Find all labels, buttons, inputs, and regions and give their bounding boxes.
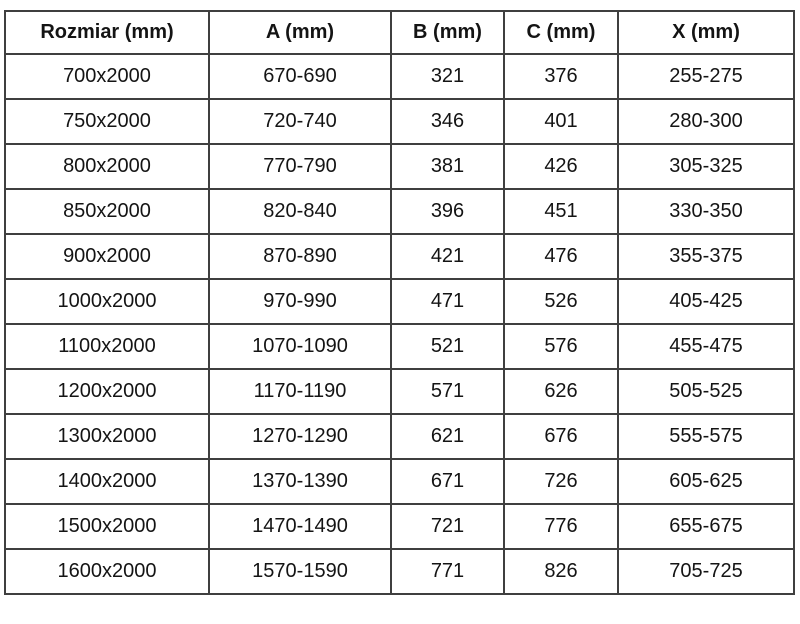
table-cell: 776 [503, 503, 619, 550]
table-cell: 820-840 [208, 188, 392, 235]
table-cell: 1270-1290 [208, 413, 392, 460]
table-cell: 381 [390, 143, 505, 190]
table-cell: 576 [503, 323, 619, 370]
table-row: 700x2000 670-690 321 376 255-275 [4, 53, 795, 100]
table-cell: 700x2000 [4, 53, 210, 100]
table-row: 1600x2000 1570-1590 771 826 705-725 [4, 548, 795, 595]
table-cell: 555-575 [617, 413, 795, 460]
table-row: 1000x2000 970-990 471 526 405-425 [4, 278, 795, 325]
table-row: 1100x2000 1070-1090 521 576 455-475 [4, 323, 795, 370]
table-cell: 771 [390, 548, 505, 595]
table-cell: 455-475 [617, 323, 795, 370]
table-row: 750x2000 720-740 346 401 280-300 [4, 98, 795, 145]
table-cell: 280-300 [617, 98, 795, 145]
table-cell: 505-525 [617, 368, 795, 415]
table-cell: 476 [503, 233, 619, 280]
column-header-a: A (mm) [208, 10, 392, 55]
table-cell: 521 [390, 323, 505, 370]
table-cell: 655-675 [617, 503, 795, 550]
table-cell: 1300x2000 [4, 413, 210, 460]
column-header-rozmiar: Rozmiar (mm) [4, 10, 210, 55]
column-header-c: C (mm) [503, 10, 619, 55]
table-cell: 1100x2000 [4, 323, 210, 370]
table-cell: 376 [503, 53, 619, 100]
table-cell: 720-740 [208, 98, 392, 145]
table-cell: 401 [503, 98, 619, 145]
column-header-b: B (mm) [390, 10, 505, 55]
table-cell: 721 [390, 503, 505, 550]
table-cell: 1170-1190 [208, 368, 392, 415]
table-cell: 870-890 [208, 233, 392, 280]
table-row: 850x2000 820-840 396 451 330-350 [4, 188, 795, 235]
table-cell: 770-790 [208, 143, 392, 190]
table-row: 1400x2000 1370-1390 671 726 605-625 [4, 458, 795, 505]
size-spec-table-container: Rozmiar (mm) A (mm) B (mm) C (mm) X (mm)… [4, 10, 795, 595]
table-cell: 750x2000 [4, 98, 210, 145]
table-cell: 405-425 [617, 278, 795, 325]
table-cell: 1200x2000 [4, 368, 210, 415]
table-cell: 451 [503, 188, 619, 235]
table-header-row: Rozmiar (mm) A (mm) B (mm) C (mm) X (mm) [4, 10, 795, 55]
table-row: 800x2000 770-790 381 426 305-325 [4, 143, 795, 190]
table-cell: 571 [390, 368, 505, 415]
table-row: 1500x2000 1470-1490 721 776 655-675 [4, 503, 795, 550]
table-cell: 396 [390, 188, 505, 235]
table-cell: 305-325 [617, 143, 795, 190]
table-cell: 355-375 [617, 233, 795, 280]
table-cell: 321 [390, 53, 505, 100]
table-cell: 970-990 [208, 278, 392, 325]
table-cell: 626 [503, 368, 619, 415]
table-cell: 826 [503, 548, 619, 595]
table-cell: 850x2000 [4, 188, 210, 235]
table-cell: 726 [503, 458, 619, 505]
table-row: 900x2000 870-890 421 476 355-375 [4, 233, 795, 280]
table-cell: 255-275 [617, 53, 795, 100]
table-cell: 1470-1490 [208, 503, 392, 550]
table-cell: 346 [390, 98, 505, 145]
table-cell: 800x2000 [4, 143, 210, 190]
table-cell: 1500x2000 [4, 503, 210, 550]
table-cell: 426 [503, 143, 619, 190]
table-cell: 1570-1590 [208, 548, 392, 595]
table-cell: 621 [390, 413, 505, 460]
size-spec-table: Rozmiar (mm) A (mm) B (mm) C (mm) X (mm)… [4, 10, 795, 595]
table-cell: 421 [390, 233, 505, 280]
table-cell: 900x2000 [4, 233, 210, 280]
table-cell: 526 [503, 278, 619, 325]
table-cell: 330-350 [617, 188, 795, 235]
table-cell: 605-625 [617, 458, 795, 505]
table-cell: 1600x2000 [4, 548, 210, 595]
table-cell: 705-725 [617, 548, 795, 595]
table-cell: 1400x2000 [4, 458, 210, 505]
table-row: 1300x2000 1270-1290 621 676 555-575 [4, 413, 795, 460]
table-body: 700x2000 670-690 321 376 255-275 750x2000 720-… [4, 53, 795, 595]
table-cell: 670-690 [208, 53, 392, 100]
table-cell: 1370-1390 [208, 458, 392, 505]
column-header-x: X (mm) [617, 10, 795, 55]
table-row: 1200x2000 1170-1190 571 626 505-525 [4, 368, 795, 415]
table-cell: 471 [390, 278, 505, 325]
table-cell: 1070-1090 [208, 323, 392, 370]
table-cell: 1000x2000 [4, 278, 210, 325]
table-cell: 676 [503, 413, 619, 460]
table-cell: 671 [390, 458, 505, 505]
